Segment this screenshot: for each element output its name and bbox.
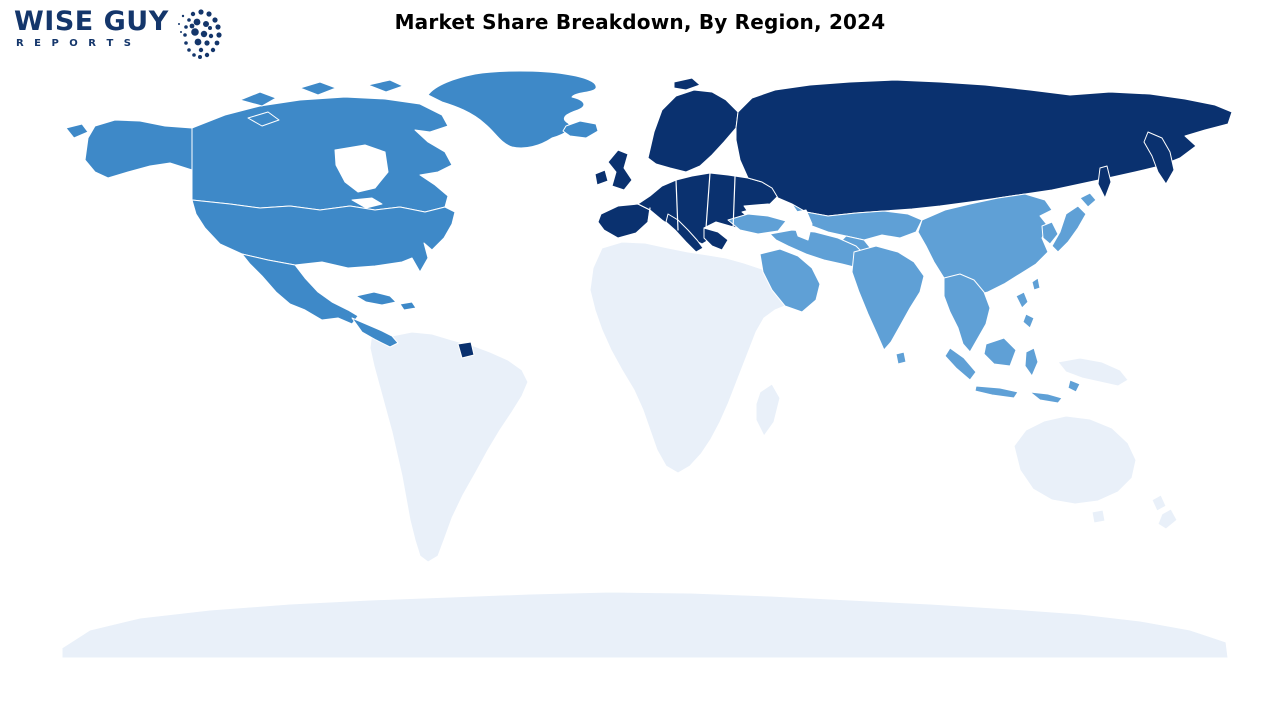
region-borneo [983,337,1017,367]
region-sakhalin [1097,165,1112,199]
border-line-1 [647,207,651,223]
black-sea-water [743,203,785,216]
border-line-3 [705,172,711,229]
border-line-4 [732,176,736,231]
region-new-zealand-south [1157,508,1178,530]
region-java [974,385,1019,399]
region-iceland [562,120,599,139]
region-new-zealand-north [1151,494,1167,512]
region-italy [665,213,704,253]
border-line-2 [675,179,679,231]
region-aleutians [65,123,89,139]
region-russia [735,79,1233,217]
chart-title: Market Share Breakdown, By Region, 2024 [394,10,886,34]
oceania-group [1013,357,1178,530]
water-bodies-group [334,144,813,241]
region-hispaniola [399,301,417,311]
region-india [851,245,925,351]
dotted-head-logo-icon [177,9,222,59]
region-scandinavia [647,89,739,173]
region-kazakhstan [791,203,923,241]
africa-group [589,241,801,474]
region-kamchatka [1143,131,1175,185]
region-antarctica [61,591,1229,659]
south-america-group [369,331,529,563]
antarctica-group [61,591,1229,659]
region-central-america [351,317,399,348]
region-lesser-sunda [1029,391,1063,404]
europe-group [594,77,779,253]
region-arctic-island-4 [247,111,280,127]
region-svalbard [673,77,701,91]
region-sumatra [944,347,977,381]
region-australia [1013,415,1137,505]
region-french-guiana [457,341,475,359]
region-south-america [369,331,529,563]
region-sri-lanka [895,351,907,365]
wise-guy-reports-logo: WISE GUY R E P O R T S [14,6,223,62]
region-cuba [355,291,397,306]
region-philippines-north [1015,291,1029,309]
region-arctic-island-2 [299,81,337,96]
region-japan-hokkaido [1079,192,1097,208]
great-lakes-water [351,197,383,209]
logo-wordmark: WISE GUY R E P O R T S [14,6,169,50]
region-mexico [241,253,359,325]
region-arctic-island-1 [239,91,277,107]
region-greenland [427,70,597,149]
north-america-group [65,70,599,348]
russia-group [735,79,1233,217]
region-iberia [597,203,651,239]
region-korea [1041,221,1059,245]
region-africa [589,241,801,474]
region-china-mongolia [917,193,1053,297]
region-new-guinea [1057,357,1129,387]
region-united-states [191,199,456,273]
region-indochina [943,273,991,353]
region-united-kingdom [607,149,633,191]
region-alaska [84,119,193,179]
region-canada [191,96,453,213]
region-sulawesi [1024,347,1039,377]
region-ireland [594,169,609,186]
europe-country-borders [647,172,736,231]
region-maluku [1067,379,1081,393]
caspian-sea-water [793,209,813,241]
region-tasmania [1091,509,1106,524]
region-madagascar [755,383,781,437]
asia-group [727,192,1097,404]
region-turkey [727,213,787,235]
logo-subtitle-text: R E P O R T S [16,38,135,50]
region-arabia [759,248,821,313]
region-philippines-south [1022,313,1035,329]
region-japan-honshu [1051,205,1087,253]
hudson-bay-water [334,144,389,193]
region-arctic-island-3 [367,79,404,93]
logo-title-text: WISE GUY [14,6,169,37]
region-taiwan [1031,277,1041,291]
region-balkans [703,227,729,251]
